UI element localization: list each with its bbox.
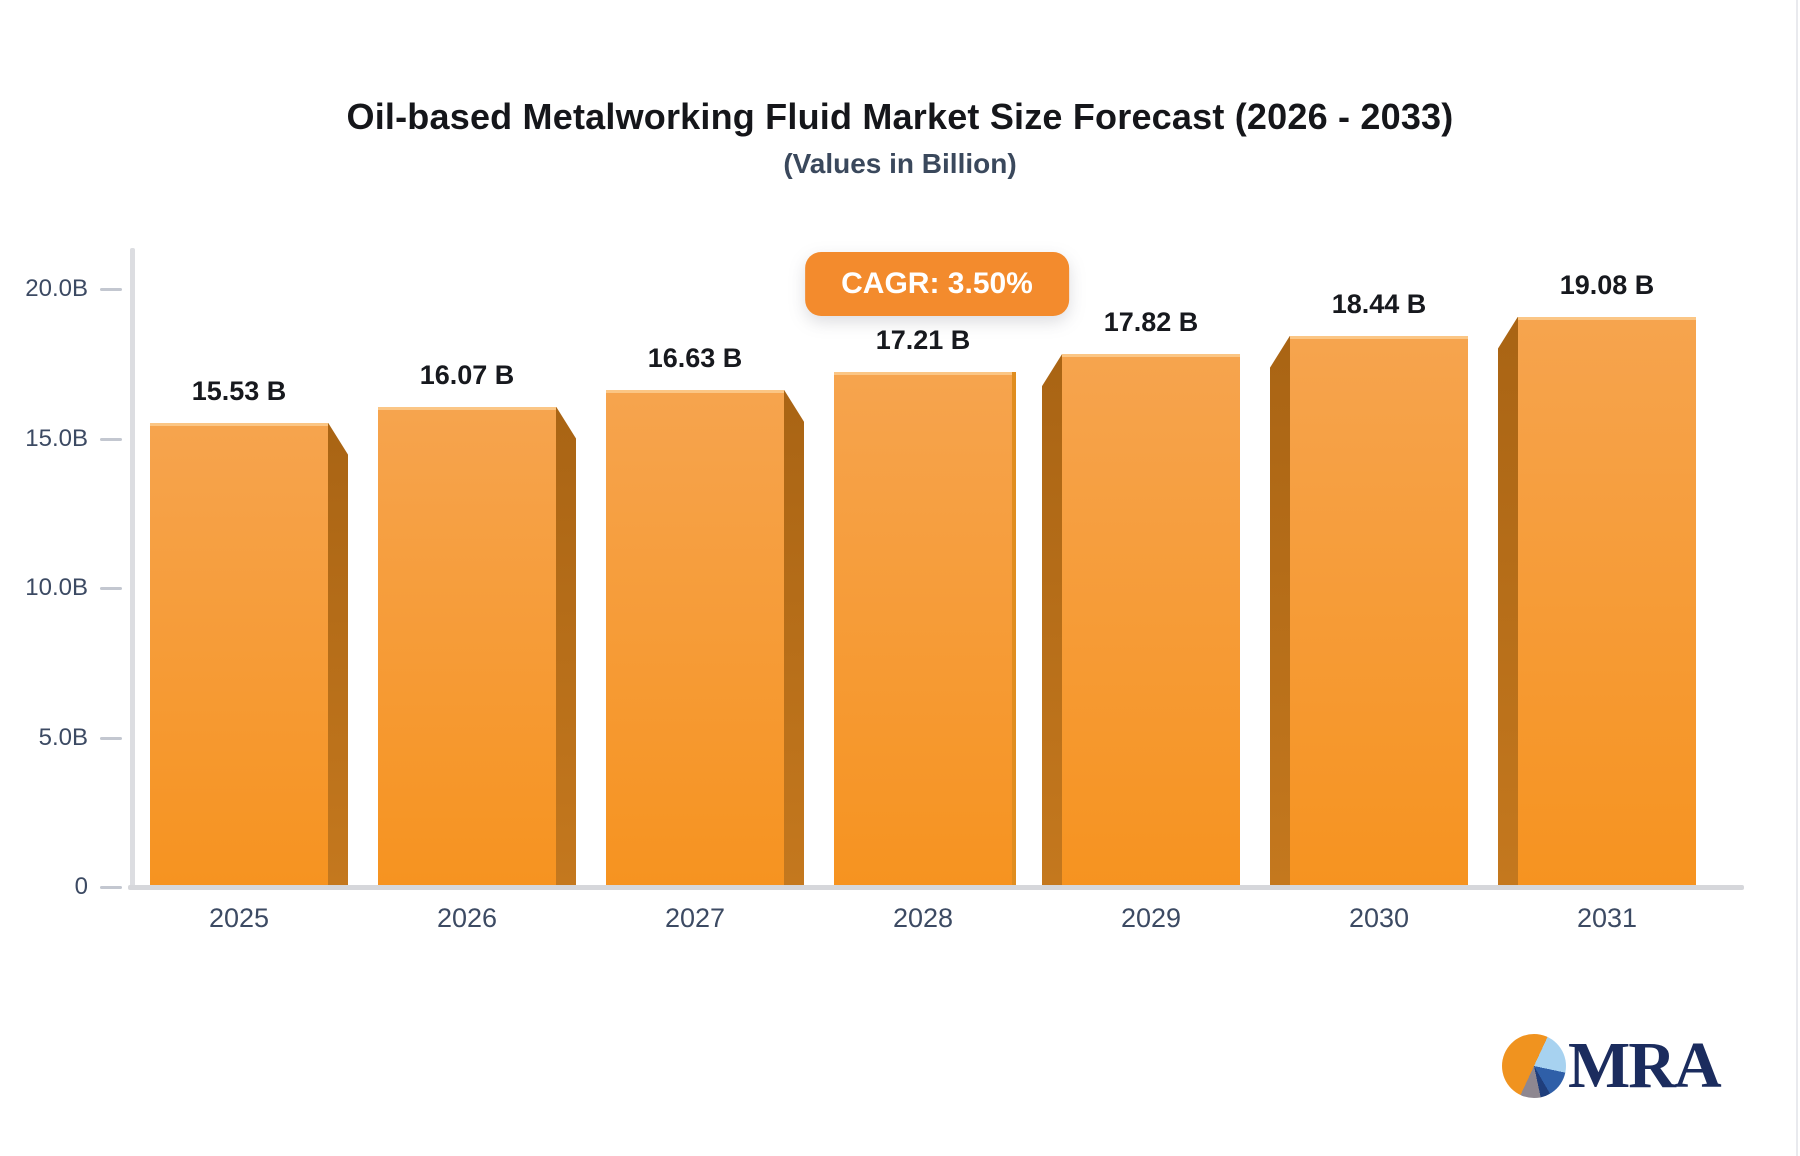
y-axis-tick-label: 20.0B	[25, 275, 88, 302]
bar-side-face	[328, 422, 348, 887]
y-axis-tick-label: 15.0B	[25, 424, 88, 452]
bar-top-highlight	[1062, 354, 1240, 358]
chart-subtitle: (Values in Billion)	[783, 148, 1017, 179]
y-axis-tick	[100, 886, 122, 889]
bar-side-face	[1042, 354, 1062, 887]
bar-value-label: 19.08 B	[1559, 269, 1655, 300]
bar-side-face	[1270, 335, 1290, 887]
logo-text: MRA	[1568, 1029, 1722, 1102]
x-axis-category-label: 2026	[436, 903, 498, 933]
bar-value-label: 18.44 B	[1331, 288, 1427, 319]
bar-2027	[606, 389, 784, 887]
bar-side-face	[1012, 372, 1016, 887]
bar-top-highlight	[150, 422, 328, 426]
bar-value-label: 16.07 B	[419, 359, 515, 390]
x-axis-category-label: 2025	[208, 903, 270, 933]
y-axis-tick	[100, 736, 122, 740]
bar-2030	[1290, 335, 1468, 887]
chart-title: Oil-based Metalworking Fluid Market Size…	[346, 96, 1454, 137]
x-axis-category-label: 2027	[664, 903, 726, 933]
bar-2025	[150, 422, 328, 887]
x-axis-category-label: 2031	[1576, 903, 1638, 933]
x-axis-line	[128, 885, 1744, 890]
bar-value-label: 15.53 B	[191, 375, 287, 406]
bar-top-highlight	[378, 406, 556, 410]
y-axis-tick-label: 5.0B	[38, 723, 88, 751]
y-axis-tick	[100, 288, 122, 291]
bar-2029	[1062, 354, 1240, 887]
bar-2028	[834, 372, 1012, 887]
page-right-edge	[1796, 0, 1798, 1156]
bar-2031	[1518, 316, 1696, 887]
y-axis-tick	[100, 587, 122, 590]
bar-2026	[378, 406, 556, 887]
bar-side-face	[784, 389, 804, 887]
y-axis-tick-label: 0	[74, 873, 88, 900]
cagr-badge: CAGR: 3.50%	[805, 252, 1069, 316]
pie-chart-logo-icon	[1502, 1034, 1566, 1098]
bar-top-highlight	[606, 389, 784, 393]
x-axis-category-label: 2028	[892, 903, 954, 933]
bar-top-highlight	[1518, 316, 1696, 320]
bar-top-highlight	[834, 372, 1012, 376]
bar-value-label: 17.82 B	[1103, 307, 1199, 338]
mra-logo: MRA	[1502, 1029, 1722, 1102]
bar-side-face	[1498, 316, 1518, 887]
bar-value-label: 17.21 B	[875, 325, 971, 356]
bar-value-label: 16.63 B	[647, 342, 743, 373]
y-axis-tick-label: 10.0B	[25, 574, 88, 601]
y-axis-line	[130, 248, 135, 889]
bar-side-face	[556, 406, 576, 887]
x-axis-category-label: 2029	[1120, 903, 1182, 933]
x-axis-category-label: 2030	[1348, 903, 1410, 933]
y-axis-tick	[100, 437, 122, 441]
bar-top-highlight	[1290, 335, 1468, 339]
